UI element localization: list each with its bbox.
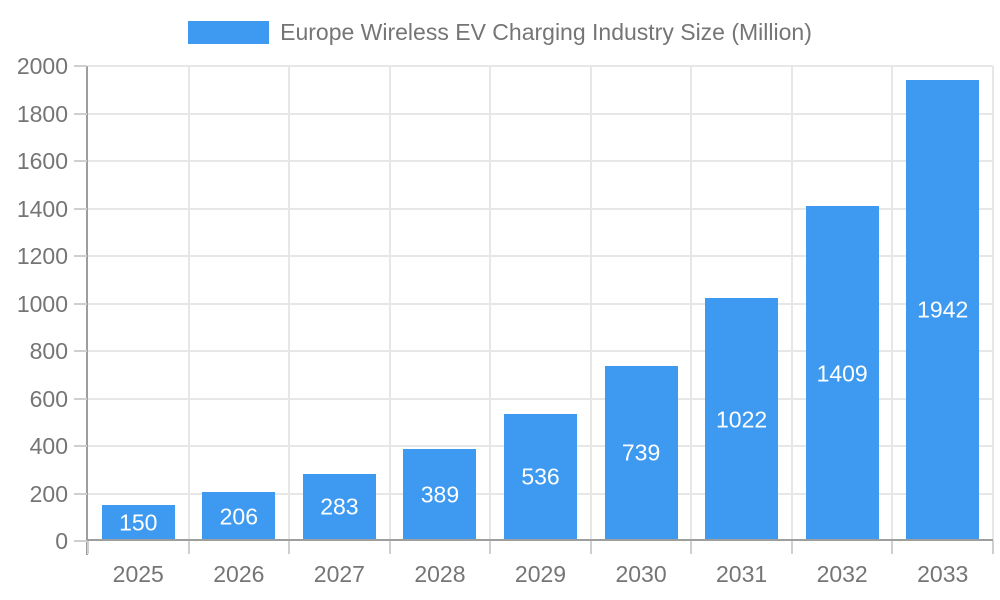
x-axis-tick [992, 541, 994, 554]
bar-2027[interactable]: 283 [302, 473, 376, 541]
y-axis-label: 1800 [16, 100, 68, 127]
bar-value-label: 739 [621, 439, 661, 466]
y-axis-label: 1400 [16, 195, 68, 222]
gridline-vertical [891, 66, 894, 541]
y-axis-label: 800 [29, 338, 68, 364]
y-axis-tick [74, 160, 87, 162]
y-axis-tick [74, 492, 87, 495]
bar-2032[interactable]: 1409 [805, 206, 879, 541]
x-axis-tick [690, 541, 693, 554]
legend-item[interactable]: Europe Wireless EV Charging Industry Siz… [0, 19, 1000, 46]
bar-2029[interactable]: 536 [504, 413, 577, 541]
x-axis-tick [589, 541, 592, 554]
y-axis-label: 2000 [16, 53, 68, 79]
plot-area: 150 206 283 389 536 739 1022 1409 1942 [88, 65, 994, 541]
y-axis-label: 400 [29, 433, 68, 459]
y-axis-label: 600 [29, 385, 68, 412]
bar-value-label: 206 [219, 503, 259, 530]
y-axis-label: 1600 [16, 148, 68, 174]
y-axis-label: 0 [55, 528, 68, 554]
y-axis-tick [74, 445, 87, 447]
gridline-horizontal [88, 207, 993, 210]
gridline-horizontal [88, 350, 993, 352]
gridline-vertical [790, 66, 793, 541]
x-axis-tick [891, 541, 894, 554]
gridline-vertical [589, 66, 592, 541]
bar-value-label: 150 [119, 509, 158, 536]
x-axis-tick [388, 541, 391, 554]
y-axis-tick [74, 65, 87, 67]
y-axis-tick [74, 302, 87, 305]
bar-value-label: 536 [521, 463, 560, 490]
bar-2033[interactable]: 1942 [906, 79, 980, 541]
x-axis-tick [288, 541, 291, 554]
x-axis-tick [489, 541, 492, 554]
gridline-horizontal [88, 302, 993, 305]
gridline-vertical [690, 66, 693, 541]
y-axis-tick [74, 112, 87, 115]
bar-2028[interactable]: 389 [403, 448, 477, 541]
x-axis-label: 2028 [414, 561, 466, 587]
bar-value-label: 389 [420, 481, 460, 508]
y-axis-tick [74, 397, 87, 400]
x-axis-label: 2029 [514, 561, 567, 587]
gridline-horizontal [88, 112, 993, 115]
bar-value-label: 1942 [917, 296, 969, 323]
y-axis-label: 1000 [16, 290, 68, 317]
bar-2026[interactable]: 206 [202, 492, 276, 541]
bar-value-label: 1409 [816, 360, 868, 387]
bar-2030[interactable]: 739 [604, 365, 678, 541]
legend-label: Europe Wireless EV Charging Industry Siz… [280, 19, 812, 45]
x-axis-label: 2032 [816, 561, 868, 587]
bar-2025[interactable]: 150 [101, 505, 175, 541]
gridline-horizontal [88, 160, 993, 162]
y-axis-line [86, 66, 88, 555]
x-axis-tick [87, 541, 89, 554]
gridline-vertical [187, 66, 190, 541]
bar-value-label: 1022 [716, 406, 768, 433]
gridline-vertical [992, 66, 994, 541]
x-axis-label: 2027 [313, 561, 365, 587]
bar-value-label: 283 [320, 493, 359, 520]
bar-2031[interactable]: 1022 [705, 298, 779, 541]
y-axis-tick [74, 540, 87, 542]
x-axis-tick [187, 541, 190, 554]
y-axis-tick [74, 255, 87, 257]
y-axis-tick [74, 207, 87, 210]
gridline-horizontal [88, 255, 993, 257]
x-axis-label: 2025 [112, 561, 164, 587]
x-axis-tick [790, 541, 793, 554]
y-axis-label: 200 [29, 480, 68, 507]
y-axis-label: 1200 [16, 243, 68, 269]
gridline-vertical [288, 66, 291, 541]
y-axis-tick [74, 350, 87, 352]
gridline-vertical [489, 66, 492, 541]
x-axis-line [88, 539, 993, 541]
gridline-horizontal [88, 65, 993, 67]
x-axis-label: 2026 [213, 561, 265, 587]
x-axis-label: 2030 [615, 561, 667, 587]
gridline-horizontal [88, 397, 993, 400]
legend-swatch [188, 21, 270, 44]
gridline-vertical [388, 66, 391, 541]
x-axis-label: 2033 [917, 561, 969, 587]
x-axis-label: 2031 [716, 561, 768, 587]
